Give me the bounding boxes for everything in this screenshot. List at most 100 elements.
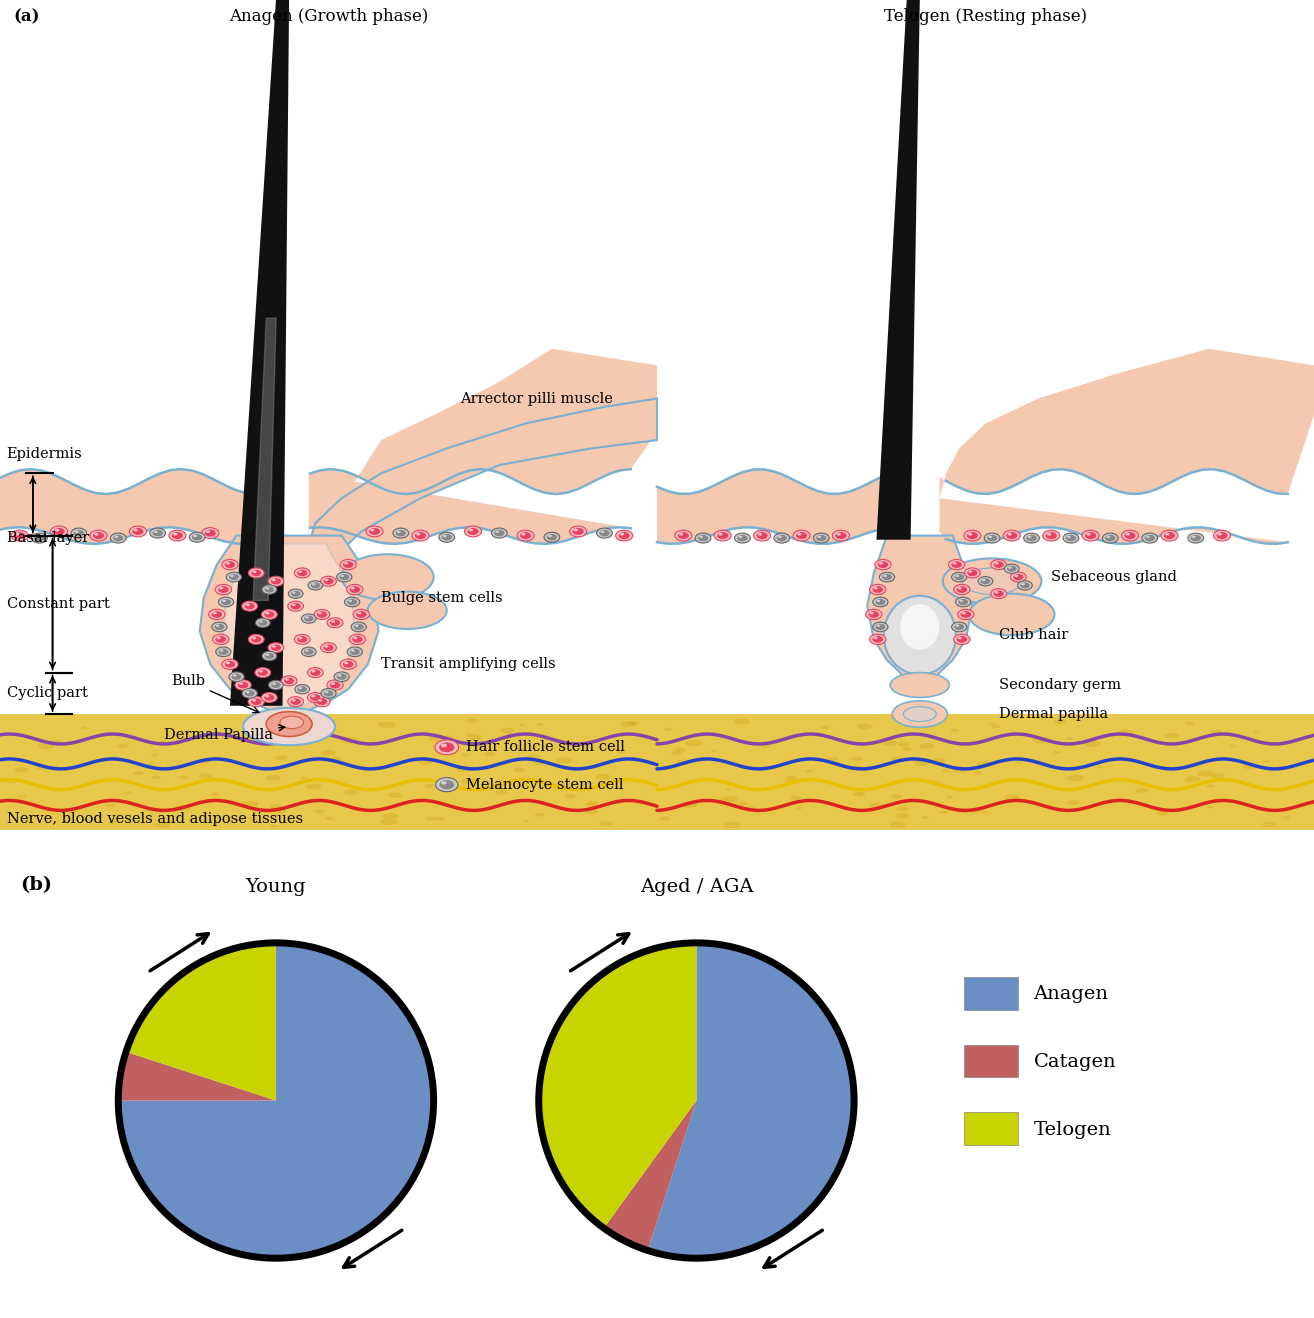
Circle shape [495, 531, 499, 532]
Ellipse shape [1014, 762, 1022, 764]
Ellipse shape [586, 801, 598, 805]
Legend: Anagen, Catagen, Telogen: Anagen, Catagen, Telogen [955, 969, 1123, 1153]
Circle shape [1004, 530, 1021, 540]
Ellipse shape [891, 672, 949, 697]
Circle shape [252, 637, 256, 639]
Ellipse shape [14, 767, 29, 772]
Ellipse shape [1210, 730, 1222, 734]
Ellipse shape [428, 737, 442, 741]
Circle shape [1047, 532, 1051, 535]
Ellipse shape [922, 816, 929, 818]
Circle shape [258, 619, 268, 626]
Ellipse shape [442, 735, 455, 741]
Ellipse shape [929, 780, 940, 784]
Circle shape [298, 687, 302, 689]
Circle shape [16, 532, 20, 535]
Circle shape [737, 535, 748, 542]
Ellipse shape [147, 763, 155, 766]
Circle shape [11, 530, 29, 540]
Circle shape [323, 691, 334, 696]
Ellipse shape [900, 604, 940, 650]
Circle shape [1162, 530, 1177, 540]
Text: Dermal papilla: Dermal papilla [999, 706, 1108, 721]
Ellipse shape [5, 779, 17, 783]
Ellipse shape [435, 817, 444, 820]
Ellipse shape [992, 725, 1000, 729]
Circle shape [958, 587, 962, 589]
Ellipse shape [342, 555, 434, 600]
Ellipse shape [628, 721, 639, 725]
Ellipse shape [108, 821, 117, 824]
Ellipse shape [857, 724, 872, 729]
Polygon shape [0, 469, 269, 544]
Ellipse shape [619, 751, 625, 754]
Circle shape [297, 687, 307, 692]
Ellipse shape [340, 737, 359, 743]
Circle shape [272, 683, 276, 685]
Circle shape [330, 619, 340, 626]
Wedge shape [118, 942, 434, 1259]
Wedge shape [539, 942, 696, 1228]
Circle shape [958, 637, 962, 639]
Circle shape [963, 530, 980, 540]
Circle shape [238, 681, 248, 688]
Circle shape [252, 571, 256, 573]
Ellipse shape [929, 758, 945, 764]
Circle shape [1007, 532, 1017, 539]
Ellipse shape [968, 808, 983, 813]
Ellipse shape [853, 792, 866, 796]
Circle shape [301, 647, 317, 656]
Ellipse shape [314, 809, 325, 813]
Circle shape [231, 673, 242, 680]
Text: Cyclic part: Cyclic part [7, 687, 88, 700]
Circle shape [340, 575, 344, 577]
Circle shape [443, 535, 447, 538]
Ellipse shape [1097, 766, 1104, 768]
Circle shape [678, 532, 689, 539]
Circle shape [870, 612, 874, 614]
Wedge shape [603, 1101, 696, 1251]
Circle shape [876, 600, 880, 602]
Ellipse shape [514, 767, 526, 772]
Ellipse shape [325, 725, 335, 729]
Circle shape [968, 532, 972, 535]
Circle shape [271, 645, 281, 651]
Circle shape [413, 530, 428, 540]
Circle shape [75, 531, 79, 532]
Circle shape [95, 532, 99, 535]
Circle shape [836, 532, 846, 539]
Circle shape [318, 699, 322, 701]
Ellipse shape [535, 762, 544, 766]
Circle shape [225, 561, 235, 568]
Circle shape [226, 662, 230, 664]
Circle shape [365, 526, 384, 536]
Circle shape [50, 526, 68, 536]
Ellipse shape [35, 766, 49, 770]
Circle shape [292, 699, 296, 701]
Circle shape [219, 587, 223, 589]
Ellipse shape [988, 722, 996, 725]
Circle shape [1083, 530, 1099, 540]
Circle shape [172, 532, 183, 539]
Circle shape [439, 742, 455, 753]
Ellipse shape [950, 729, 959, 731]
Ellipse shape [901, 747, 912, 751]
Circle shape [339, 573, 350, 580]
Circle shape [321, 688, 336, 699]
Circle shape [212, 612, 222, 618]
Ellipse shape [850, 757, 862, 760]
Circle shape [272, 579, 276, 581]
Circle shape [968, 571, 972, 573]
Ellipse shape [982, 811, 988, 813]
Circle shape [14, 532, 25, 539]
Circle shape [89, 530, 108, 540]
Circle shape [193, 535, 197, 538]
Ellipse shape [495, 789, 507, 795]
Ellipse shape [50, 739, 62, 745]
Ellipse shape [382, 813, 398, 820]
Ellipse shape [198, 774, 213, 779]
Ellipse shape [1054, 751, 1060, 754]
Circle shape [547, 534, 557, 540]
Circle shape [242, 601, 258, 612]
Circle shape [1024, 532, 1039, 543]
